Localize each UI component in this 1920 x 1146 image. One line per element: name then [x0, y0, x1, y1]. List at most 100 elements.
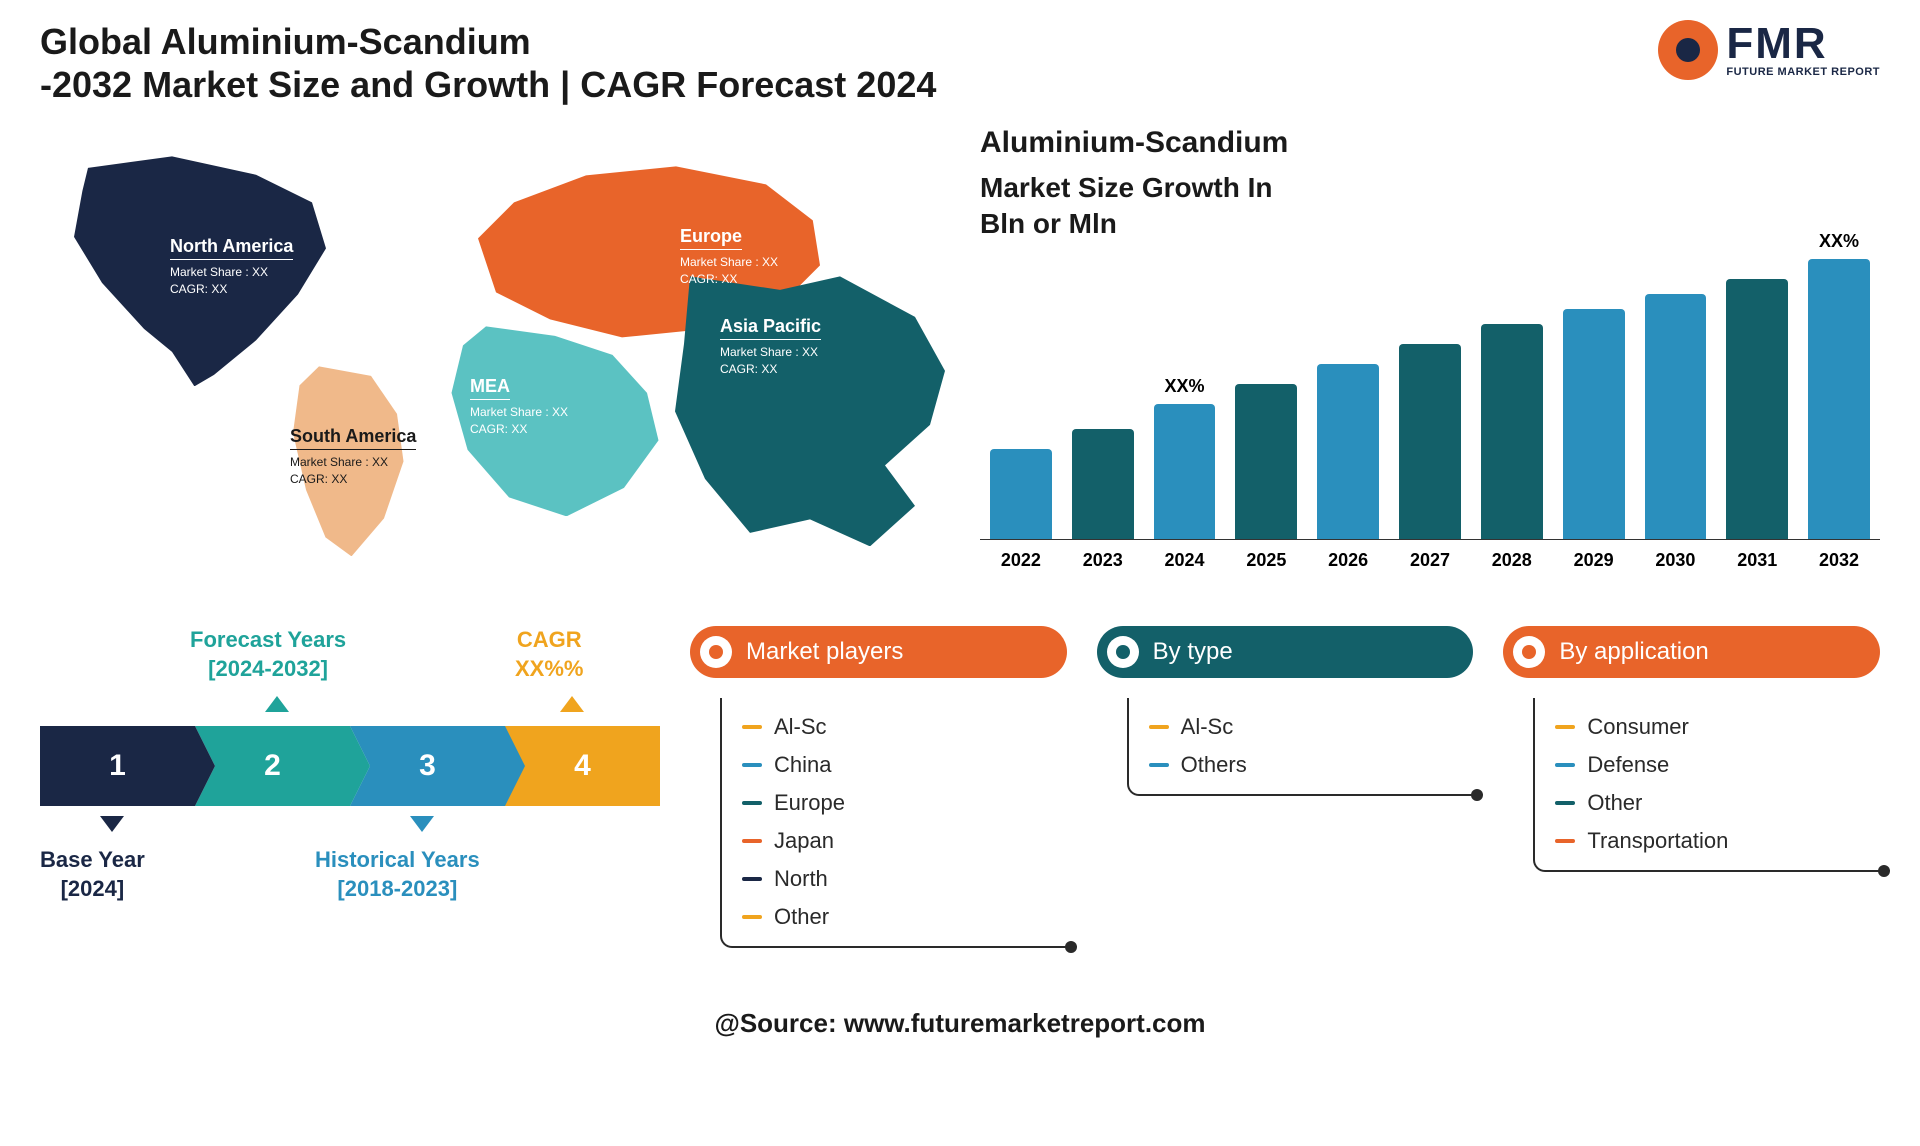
cat-header-by-type: By type: [1097, 626, 1474, 678]
cat-marker-icon: [1555, 725, 1575, 729]
bar-year-label: 2027: [1410, 550, 1450, 571]
tl-historical-label: Historical Years [2018-2023]: [315, 846, 480, 903]
cat-item-label: Transportation: [1587, 828, 1728, 854]
cat-marker-icon: [1555, 763, 1575, 767]
bar-item: 2022: [990, 449, 1052, 539]
tl-forecast-arrow-icon: [265, 696, 289, 712]
bar-year-label: 2024: [1165, 550, 1205, 571]
bar-rect: [990, 449, 1052, 539]
cat-list-by-type: Al-Sc Others: [1127, 698, 1474, 796]
logo-sub: FUTURE MARKET REPORT: [1726, 66, 1880, 78]
chart-title-2: Market Size Growth In: [980, 172, 1880, 204]
tl-base-arrow-icon: [100, 816, 124, 832]
category-market-players: Market players Al-ScChinaEuropeJapanNort…: [690, 626, 1067, 948]
bar-chart: Aluminium-Scandium Market Size Growth In…: [980, 126, 1880, 546]
cat-item: Transportation: [1555, 822, 1880, 860]
bar-item: 2031: [1726, 279, 1788, 539]
cat-marker-icon: [1555, 801, 1575, 805]
cat-header-market-players: Market players: [690, 626, 1067, 678]
tl-base-label: Base Year [2024]: [40, 846, 145, 903]
cat-list-by-application: Consumer Defense Other Transportation: [1533, 698, 1880, 872]
title-line2: -2032 Market Size and Growth | CAGR Fore…: [40, 63, 936, 106]
region-mea-label: MEA Market Share : XX CAGR: XX: [470, 376, 568, 438]
cat-item: Al-Sc: [1149, 708, 1474, 746]
chart-title-1: Aluminium-Scandium: [980, 126, 1880, 160]
logo-icon: [1658, 20, 1718, 80]
bar-item: 2030: [1645, 294, 1707, 539]
bar-year-label: 2032: [1819, 550, 1859, 571]
cat-marker-icon: [1149, 725, 1169, 729]
bar-rect: [1235, 384, 1297, 539]
content-row: North America Market Share : XX CAGR: XX…: [40, 126, 1880, 546]
title-line1: Global Aluminium-Scandium: [40, 20, 936, 63]
cat-item-label: Other: [1587, 790, 1642, 816]
bar-item: 2029: [1563, 309, 1625, 539]
region-asia-pacific-label: Asia Pacific Market Share : XX CAGR: XX: [720, 316, 821, 378]
tl-cagr-label: CAGR XX%%: [515, 626, 583, 683]
bar-annotation-end: XX%: [1819, 231, 1859, 252]
logo-main: FMR: [1726, 22, 1880, 66]
cat-list-market-players: Al-ScChinaEuropeJapanNorthOther: [720, 698, 1067, 948]
cat-item: China: [742, 746, 1067, 784]
cat-marker-icon: [742, 725, 762, 729]
tl-cagr-arrow-icon: [560, 696, 584, 712]
region-south-america-label: South America Market Share : XX CAGR: XX: [290, 426, 416, 488]
bar-item: 2024XX%: [1154, 404, 1216, 539]
cat-header-by-application: By application: [1503, 626, 1880, 678]
bar-rect: [1399, 344, 1461, 539]
bar-item: 2032XX%: [1808, 259, 1870, 539]
cat-marker-icon: [742, 839, 762, 843]
bar-rect: [1072, 429, 1134, 539]
tl-forecast-label: Forecast Years [2024-2032]: [190, 626, 346, 683]
cat-item-label: Consumer: [1587, 714, 1688, 740]
bar-rect: [1808, 259, 1870, 539]
cat-item-label: Other: [774, 904, 829, 930]
bar-year-label: 2028: [1492, 550, 1532, 571]
bar-rect: [1645, 294, 1707, 539]
bar-rect: [1563, 309, 1625, 539]
cat-item: Europe: [742, 784, 1067, 822]
cat-dot-icon: [700, 636, 732, 668]
bar-annotation-start: XX%: [1165, 376, 1205, 397]
cat-item: Other: [742, 898, 1067, 936]
bar-year-label: 2026: [1328, 550, 1368, 571]
bar-item: 2027: [1399, 344, 1461, 539]
tl-historical-arrow-icon: [410, 816, 434, 832]
category-by-application: By application Consumer Defense Other Trans…: [1503, 626, 1880, 948]
bar-year-label: 2031: [1737, 550, 1777, 571]
category-by-type: By type Al-Sc Others: [1097, 626, 1474, 948]
cat-marker-icon: [742, 763, 762, 767]
cat-marker-icon: [742, 877, 762, 881]
bar-year-label: 2025: [1246, 550, 1286, 571]
bar-year-label: 2023: [1083, 550, 1123, 571]
title-block: Global Aluminium-Scandium -2032 Market S…: [40, 20, 936, 106]
cat-marker-icon: [742, 801, 762, 805]
tl-seg-4: 4: [505, 726, 660, 806]
tl-seg-1: 1: [40, 726, 195, 806]
tl-seg-2: 2: [195, 726, 350, 806]
bar-year-label: 2030: [1655, 550, 1695, 571]
header: Global Aluminium-Scandium -2032 Market S…: [40, 20, 1880, 106]
timeline-bar: 1 2 3 4: [40, 726, 660, 806]
cat-dot-icon: [1107, 636, 1139, 668]
chart-title-3: Bln or Mln: [980, 208, 1880, 240]
cat-item: Other: [1555, 784, 1880, 822]
lower-row: Forecast Years [2024-2032] CAGR XX%% 1 2…: [40, 626, 1880, 948]
cat-item: Others: [1149, 746, 1474, 784]
cat-marker-icon: [742, 915, 762, 919]
bar-rect: [1154, 404, 1216, 539]
cat-item-label: Al-Sc: [1181, 714, 1234, 740]
cat-item: Defense: [1555, 746, 1880, 784]
logo-text: FMR FUTURE MARKET REPORT: [1726, 22, 1880, 78]
cat-item-label: North: [774, 866, 828, 892]
cat-marker-icon: [1555, 839, 1575, 843]
bar-year-label: 2022: [1001, 550, 1041, 571]
source-line: @Source: www.futuremarketreport.com: [40, 1008, 1880, 1039]
bar-year-label: 2029: [1574, 550, 1614, 571]
bar-rect: [1481, 324, 1543, 539]
bar-rect: [1317, 364, 1379, 539]
logo: FMR FUTURE MARKET REPORT: [1658, 20, 1880, 80]
cat-item-label: China: [774, 752, 831, 778]
cat-item-label: Al-Sc: [774, 714, 827, 740]
tl-seg-3: 3: [350, 726, 505, 806]
